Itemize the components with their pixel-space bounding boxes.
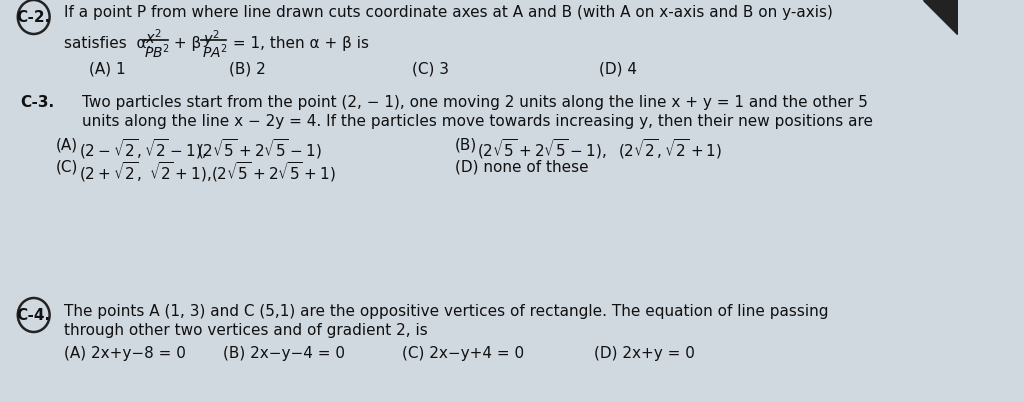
Text: (B) 2: (B) 2 (229, 62, 266, 77)
Text: (A) 1: (A) 1 (89, 62, 126, 77)
Text: $(2-\sqrt{2},\sqrt{2}-1),$: $(2-\sqrt{2},\sqrt{2}-1),$ (79, 137, 207, 161)
Text: The points A (1, 3) and C (5,1) are the oppositive vertices of rectangle. The eq: The points A (1, 3) and C (5,1) are the … (63, 304, 828, 319)
Text: If a point P from where line drawn cuts coordinate axes at A and B (with A on x-: If a point P from where line drawn cuts … (63, 5, 833, 20)
Text: (A): (A) (56, 137, 78, 152)
Text: $x^2$: $x^2$ (145, 28, 162, 47)
Text: through other two vertices and of gradient 2, is: through other two vertices and of gradie… (63, 323, 427, 338)
Text: + β: + β (169, 36, 202, 51)
Text: (A) 2x+y−8 = 0: (A) 2x+y−8 = 0 (63, 346, 185, 361)
Text: $PB^2$: $PB^2$ (144, 42, 170, 61)
Text: (B) 2x−y−4 = 0: (B) 2x−y−4 = 0 (223, 346, 345, 361)
Text: units along the line x − 2y = 4. If the particles move towards increasing y, the: units along the line x − 2y = 4. If the … (82, 114, 873, 129)
Text: (D) 4: (D) 4 (599, 62, 637, 77)
Text: = 1, then α + β is: = 1, then α + β is (228, 36, 370, 51)
Text: $(2+\sqrt{2},\ \sqrt{2}+1),$: $(2+\sqrt{2},\ \sqrt{2}+1),$ (79, 160, 211, 184)
Text: C-4.: C-4. (16, 308, 51, 322)
Text: $(2\sqrt{5}+2\sqrt{5}-1)$: $(2\sqrt{5}+2\sqrt{5}-1)$ (197, 137, 322, 161)
Text: $PA^2$: $PA^2$ (202, 42, 228, 61)
Polygon shape (923, 0, 956, 34)
Text: (C) 3: (C) 3 (412, 62, 449, 77)
Text: (D) 2x+y = 0: (D) 2x+y = 0 (594, 346, 695, 361)
Text: C-3.: C-3. (20, 95, 54, 110)
Text: $y^2$: $y^2$ (203, 28, 220, 50)
Text: $(2\sqrt{5}+2\sqrt{5}+1)$: $(2\sqrt{5}+2\sqrt{5}+1)$ (211, 160, 336, 184)
Text: C-2.: C-2. (16, 10, 51, 24)
Text: $(2\sqrt{5}+2\sqrt{5}-1),$: $(2\sqrt{5}+2\sqrt{5}-1),$ (477, 137, 607, 161)
Text: Two particles start from the point (2, − 1), one moving 2 units along the line x: Two particles start from the point (2, −… (82, 95, 868, 110)
Text: satisfies  α.: satisfies α. (63, 36, 152, 51)
Text: (C) 2x−y+4 = 0: (C) 2x−y+4 = 0 (402, 346, 524, 361)
Text: (D) none of these: (D) none of these (455, 160, 589, 175)
Text: (B): (B) (455, 137, 477, 152)
Text: $(2\sqrt{2},\sqrt{2}+1)$: $(2\sqrt{2},\sqrt{2}+1)$ (617, 137, 722, 161)
Text: (C): (C) (56, 160, 79, 175)
